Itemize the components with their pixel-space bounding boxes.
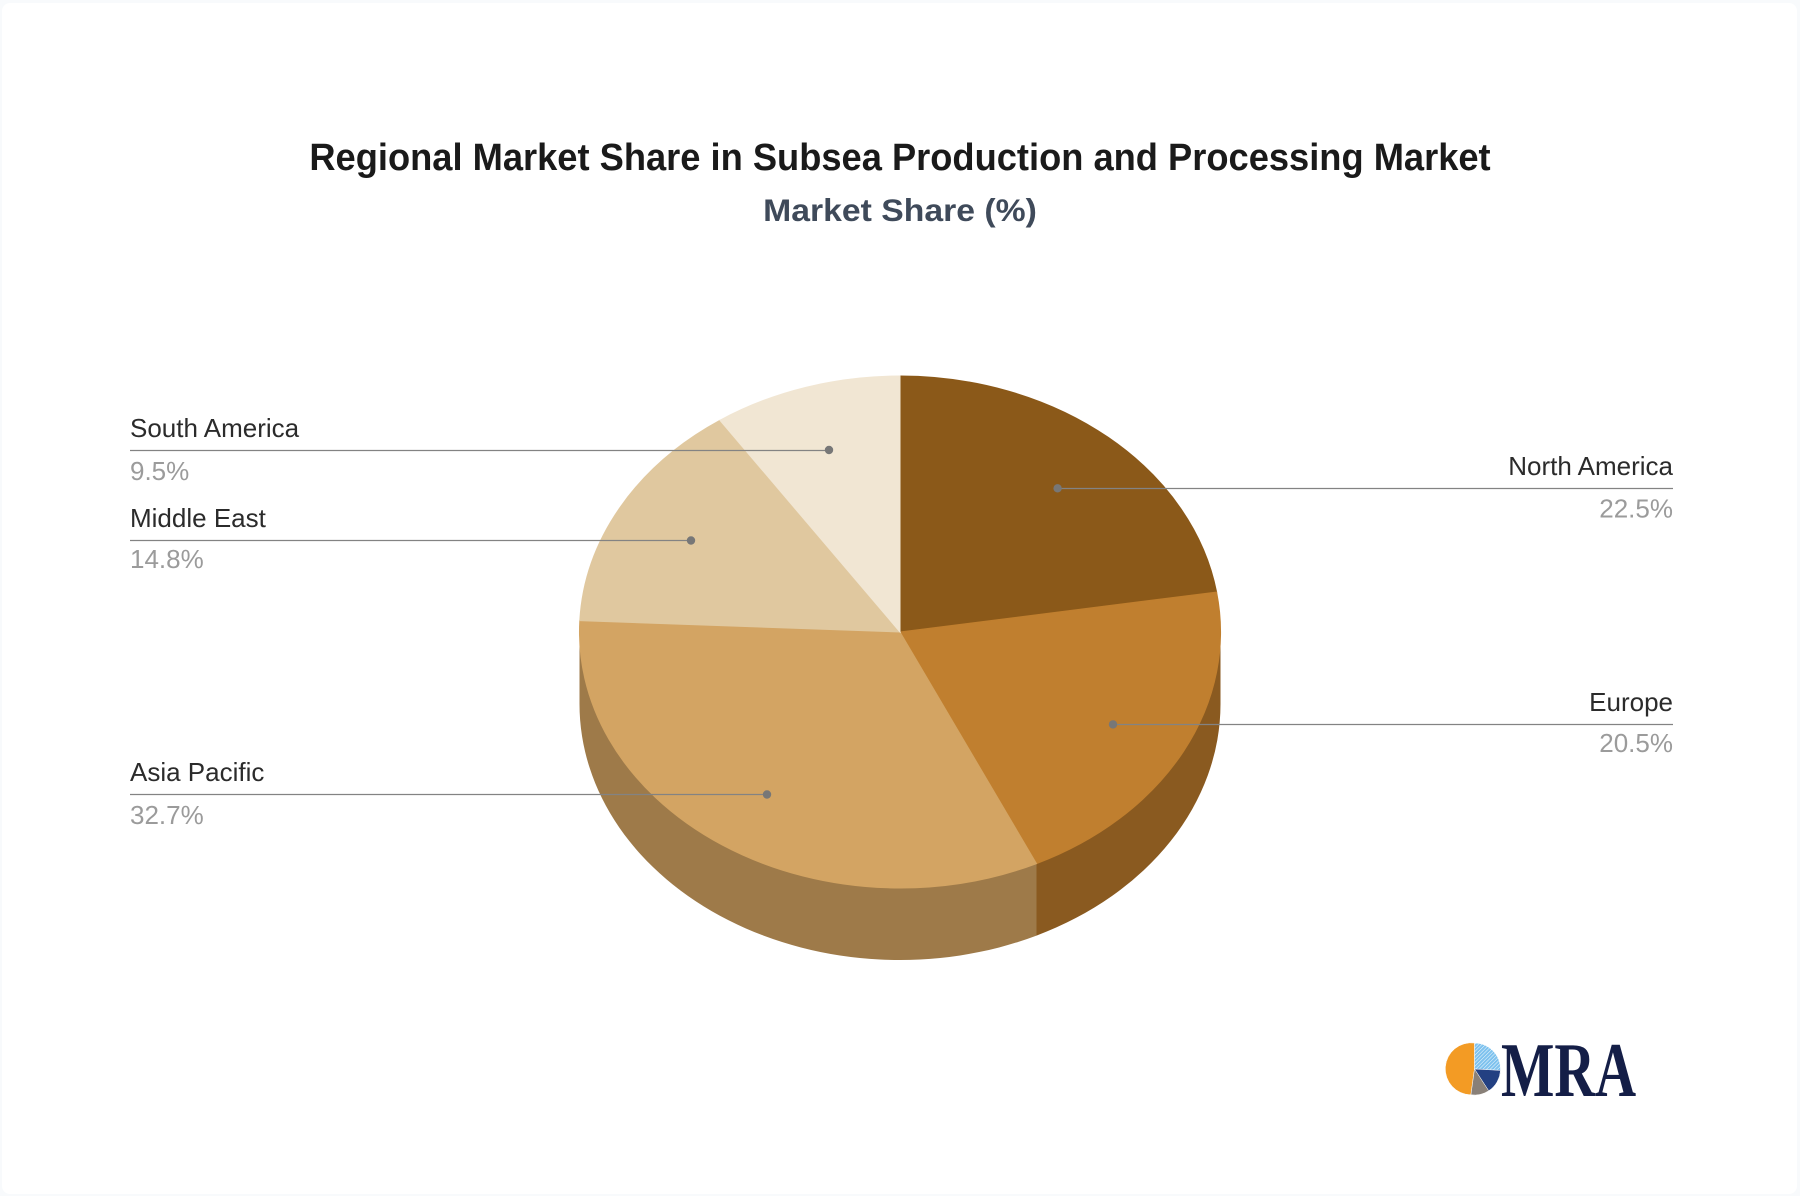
svg-text:Europe: Europe xyxy=(1589,687,1673,717)
svg-text:Asia Pacific: Asia Pacific xyxy=(130,757,264,787)
svg-text:South America: South America xyxy=(130,413,300,443)
svg-text:Regional Market Share in Subse: Regional Market Share in Subsea Producti… xyxy=(309,135,1490,178)
svg-text:22.5%: 22.5% xyxy=(1599,494,1673,524)
svg-text:9.5%: 9.5% xyxy=(130,456,189,486)
svg-text:32.7%: 32.7% xyxy=(130,800,204,830)
svg-text:MRA: MRA xyxy=(1501,1028,1636,1113)
svg-text:Middle East: Middle East xyxy=(130,503,267,533)
svg-text:20.5%: 20.5% xyxy=(1599,728,1673,758)
svg-text:Market Share (%): Market Share (%) xyxy=(763,192,1037,228)
svg-text:North America: North America xyxy=(1508,451,1673,481)
svg-text:14.8%: 14.8% xyxy=(130,544,204,574)
